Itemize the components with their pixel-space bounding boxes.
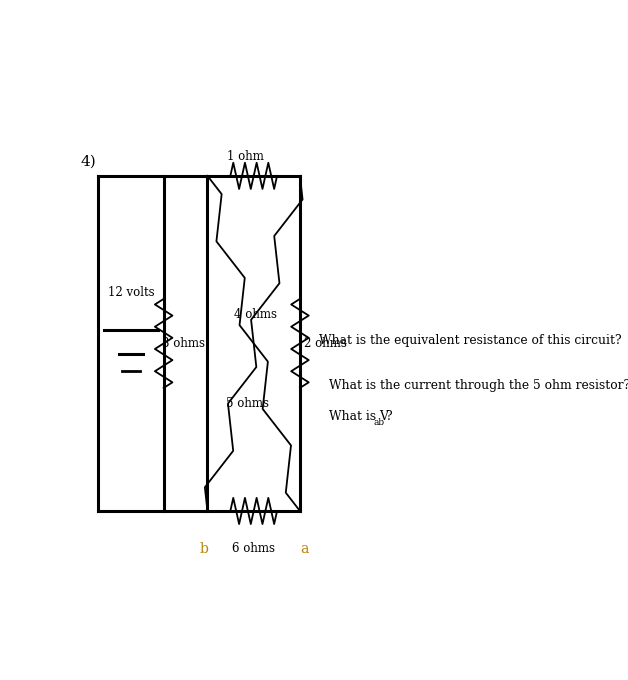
Text: 4): 4) <box>81 155 97 169</box>
Text: b: b <box>199 543 208 556</box>
Text: 12 volts: 12 volts <box>107 286 154 299</box>
Text: ab: ab <box>374 418 385 428</box>
Text: 4 ohms: 4 ohms <box>234 308 277 321</box>
Text: 2 ohms: 2 ohms <box>304 337 347 350</box>
Text: 3 ohms: 3 ohms <box>161 337 205 350</box>
Text: What is the current through the 5 ohm resistor?: What is the current through the 5 ohm re… <box>329 379 628 392</box>
Text: a: a <box>301 543 309 556</box>
Text: What is V: What is V <box>329 410 389 423</box>
Text: 5 ohms: 5 ohms <box>226 397 269 410</box>
Text: ?: ? <box>385 410 392 423</box>
Text: 1 ohm: 1 ohm <box>227 150 264 163</box>
Text: What is the equivalent resistance of this circuit?: What is the equivalent resistance of thi… <box>320 335 622 347</box>
Text: 6 ohms: 6 ohms <box>232 543 275 556</box>
